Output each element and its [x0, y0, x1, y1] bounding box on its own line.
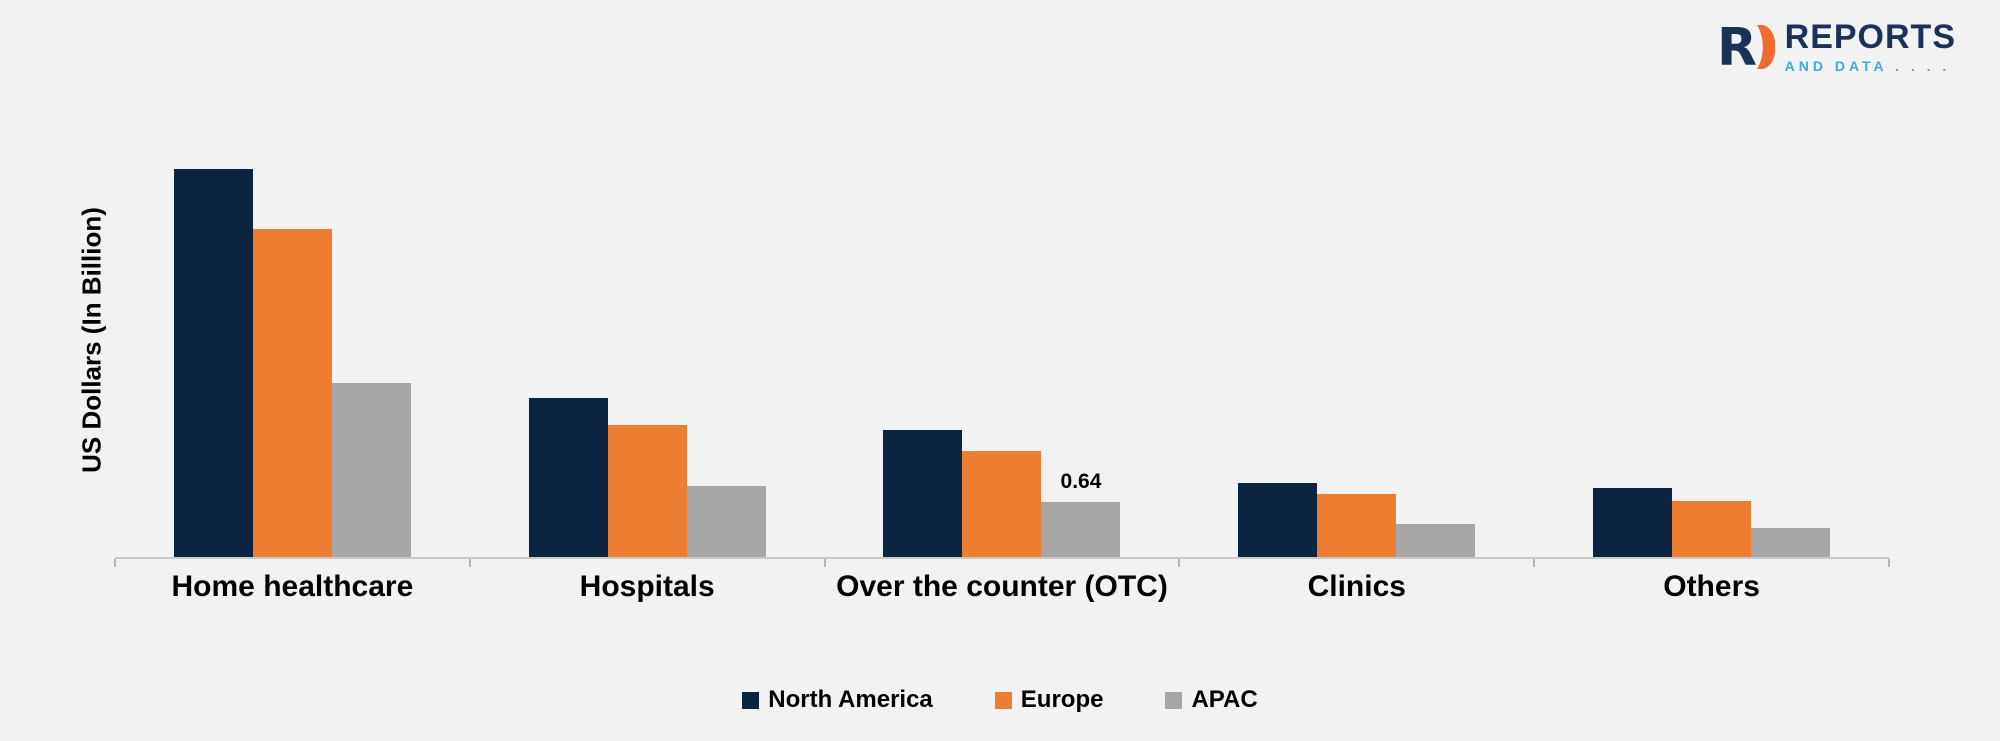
legend-item-north-america: North America — [742, 686, 933, 714]
bar-north-america — [883, 429, 963, 557]
legend-item-apac: APAC — [1165, 686, 1258, 714]
bar-value-label: 0.64 — [1060, 470, 1102, 493]
legend-item-europe: Europe — [994, 686, 1104, 714]
bar-apac — [686, 485, 766, 557]
brand-logo-text: REPORTS AND DATA . . . . — [1785, 20, 1956, 74]
legend: North America Europe APAC — [0, 686, 2000, 714]
bar-apac: 0.64 — [1041, 470, 1121, 557]
axis-tick — [114, 559, 116, 567]
legend-swatch-icon — [742, 691, 760, 709]
bar-group-home-healthcare — [115, 97, 470, 557]
x-axis-line — [114, 557, 1890, 567]
bar-group-over-the-counter-otc: 0.64 — [825, 97, 1180, 557]
rd-logo-icon: R — [1717, 20, 1775, 74]
bar-europe — [1317, 494, 1397, 557]
logo-letter-r: R — [1717, 20, 1757, 74]
legend-swatch-icon — [994, 691, 1012, 709]
bar-apac — [1396, 524, 1476, 557]
axis-tick — [1533, 559, 1536, 567]
brand-name: REPORTS — [1784, 18, 1956, 56]
axis-tick — [1888, 559, 1890, 567]
bar-north-america — [1593, 488, 1673, 557]
axis-tick — [823, 559, 826, 567]
legend-label: North America — [768, 686, 933, 713]
bar-europe — [1672, 501, 1752, 557]
brand-tagline: AND DATA . . . . — [1784, 58, 1951, 74]
bar-group-clinics — [1179, 97, 1534, 557]
bar-north-america — [1238, 483, 1318, 557]
axis-tick — [1178, 559, 1181, 567]
y-axis-label: US Dollars (In Billion) — [76, 207, 107, 473]
bar-europe — [962, 451, 1042, 557]
category-label-over-the-counter-otc: Over the counter (OTC) — [836, 570, 1168, 603]
legend-label: Europe — [1020, 686, 1104, 713]
brand-logo: R REPORTS AND DATA . . . . — [1717, 20, 1956, 74]
bar-north-america — [173, 169, 253, 557]
axis-tick — [468, 559, 471, 567]
legend-swatch-icon — [1165, 691, 1183, 709]
bar-apac — [1751, 527, 1831, 557]
bar-group-others — [1534, 97, 1889, 557]
category-label-home-healthcare: Home healthcare — [171, 570, 414, 603]
logo-letter-d-shape — [1756, 25, 1775, 69]
bar-group-hospitals — [470, 97, 825, 557]
legend-label: APAC — [1191, 686, 1258, 713]
category-label-others: Others — [1663, 570, 1760, 603]
bar-north-america — [528, 397, 608, 557]
bar-europe — [252, 229, 332, 557]
bar-europe — [607, 425, 687, 557]
x-axis-labels: Home healthcare Hospitals Over the counter… — [115, 570, 1889, 604]
category-label-hospitals: Hospitals — [579, 570, 715, 603]
bar-apac — [331, 382, 411, 557]
category-label-clinics: Clinics — [1307, 570, 1406, 603]
plot-area: 0.64 — [115, 97, 1889, 557]
